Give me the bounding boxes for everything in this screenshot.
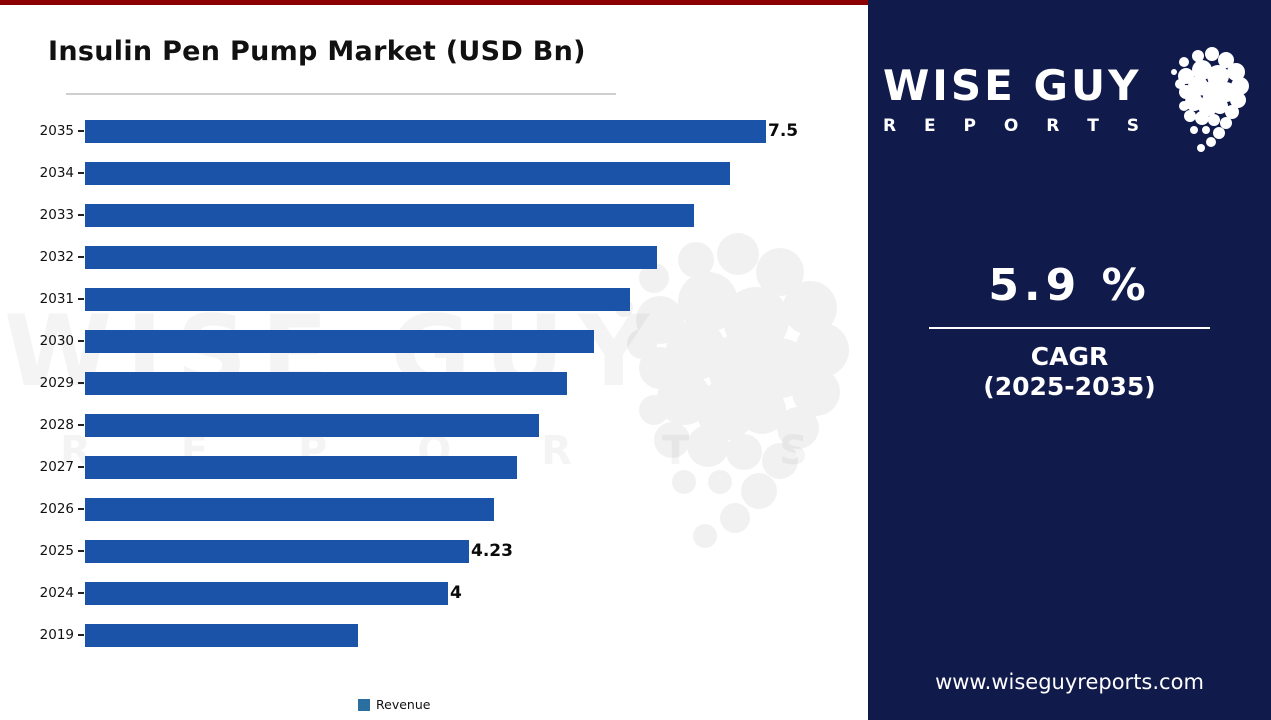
revenue-bar [85, 497, 494, 521]
revenue-bar [85, 329, 594, 353]
y-axis-label: 2033 [39, 207, 74, 223]
y-axis-tick [78, 340, 84, 342]
chart-section: WISE GUY R E P O R T S Insulin Pen Pump … [0, 0, 868, 712]
cagr-label-line1: CAGR [1030, 342, 1109, 371]
y-axis-label: 2024 [39, 585, 74, 601]
bar-rows: 2035 7.5 2034 2033 2032 2031 2030 2029 2028 2027 2… [28, 110, 840, 656]
bar-row: 2026 [28, 488, 840, 530]
bar-track [85, 623, 840, 647]
revenue-bar [85, 581, 448, 605]
bar-row: 2028 [28, 404, 840, 446]
bar-track [85, 203, 840, 227]
brand-name: WISE GUY [882, 61, 1142, 110]
brand-text: WISE GUY R E P O R T S [882, 61, 1151, 137]
website-url: www.wiseguyreports.com [935, 670, 1204, 694]
y-axis-tick [78, 424, 84, 426]
cagr-value: 5.9 % [988, 260, 1151, 311]
bar-value-label: 4.23 [471, 541, 513, 561]
bar-row: 2019 [28, 614, 840, 656]
bar-track [85, 497, 840, 521]
brand-head-logo-icon [1171, 47, 1250, 152]
y-axis-label: 2035 [39, 123, 74, 139]
title-divider [66, 93, 616, 95]
bar-track: 4 [85, 581, 840, 605]
y-axis-tick [78, 508, 84, 510]
chart-title: Insulin Pen Pump Market (USD Bn) [48, 36, 586, 67]
revenue-bar [85, 245, 657, 269]
revenue-bar [85, 119, 766, 143]
bar-row: 2029 [28, 362, 840, 404]
bar-track [85, 245, 840, 269]
cagr-label: CAGR (2025-2035) [868, 342, 1271, 402]
y-axis-label: 2025 [39, 543, 74, 559]
revenue-bar [85, 455, 517, 479]
bar-value-label: 7.5 [768, 121, 799, 141]
bar-track [85, 161, 840, 185]
y-axis-tick [78, 592, 84, 594]
y-axis-label: 2028 [39, 417, 74, 433]
brand-subname: R E P O R T S [882, 116, 1151, 137]
top-accent-strip [0, 0, 868, 5]
y-axis-label: 2027 [39, 459, 74, 475]
y-axis-label: 2019 [39, 627, 74, 643]
y-axis-label: 2029 [39, 375, 74, 391]
y-axis-label: 2034 [39, 165, 74, 181]
bar-track [85, 371, 840, 395]
brand-panel: WISE GUY R E P O R T S 5.9 % CAGR (2025-… [868, 0, 1271, 720]
bar-row: 2027 [28, 446, 840, 488]
revenue-bar [85, 203, 694, 227]
y-axis-label: 2032 [39, 249, 74, 265]
bar-track: 7.5 [85, 119, 840, 143]
legend-swatch-revenue [358, 698, 370, 711]
revenue-bar [85, 161, 730, 185]
y-axis-tick [78, 550, 84, 552]
brand-logo: WISE GUY R E P O R T S [868, 47, 1271, 156]
revenue-bar [85, 287, 630, 311]
y-axis-tick [78, 298, 84, 300]
bar-row: 2032 [28, 236, 840, 278]
bar-row: 2024 4 [28, 572, 840, 614]
bar-row: 2025 4.23 [28, 530, 840, 572]
revenue-bar [85, 413, 539, 437]
bar-row: 2030 [28, 320, 840, 362]
legend-label-revenue: Revenue [376, 697, 431, 712]
y-axis-tick [78, 172, 84, 174]
bar-row: 2034 [28, 152, 840, 194]
bar-value-label: 4 [450, 583, 462, 603]
bar-track [85, 455, 840, 479]
bar-row: 2035 7.5 [28, 110, 840, 152]
y-axis-tick [78, 634, 84, 636]
bar-track [85, 329, 840, 353]
bar-track [85, 287, 840, 311]
revenue-bar [85, 371, 567, 395]
y-axis-label: 2026 [39, 501, 74, 517]
bar-track: 4.23 [85, 539, 840, 563]
y-axis-tick [78, 466, 84, 468]
chart-legend: Revenue [358, 697, 430, 712]
revenue-bar [85, 623, 358, 647]
bar-row: 2031 [28, 278, 840, 320]
y-axis-tick [78, 382, 84, 384]
y-axis-tick [78, 130, 84, 132]
y-axis-tick [78, 256, 84, 258]
cagr-divider [929, 327, 1210, 329]
y-axis-label: 2030 [39, 333, 74, 349]
y-axis-label: 2031 [39, 291, 74, 307]
bar-row: 2033 [28, 194, 840, 236]
cagr-label-line2: (2025-2035) [983, 372, 1156, 401]
bar-track [85, 413, 840, 437]
y-axis-tick [78, 214, 84, 216]
revenue-bar [85, 539, 469, 563]
